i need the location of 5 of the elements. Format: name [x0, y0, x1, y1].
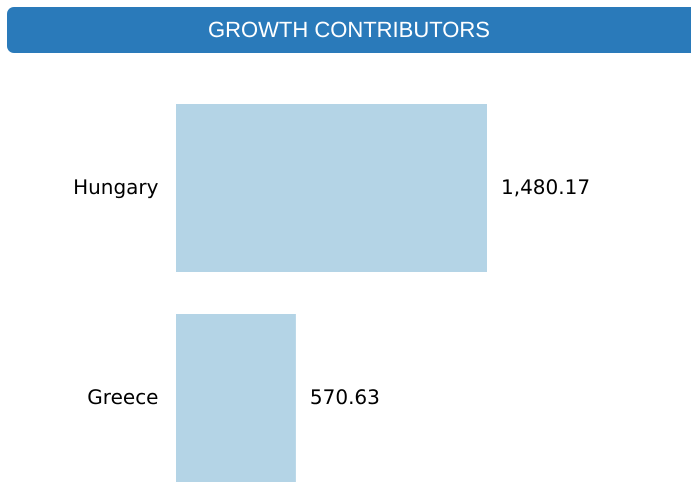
- data-label: 1,480.17: [501, 175, 590, 199]
- y-tick-label: Greece: [87, 385, 158, 409]
- y-tick-label: Hungary: [73, 175, 159, 199]
- data-label: 570.63: [310, 385, 380, 409]
- chart-title: GROWTH CONTRIBUTORS: [7, 7, 691, 53]
